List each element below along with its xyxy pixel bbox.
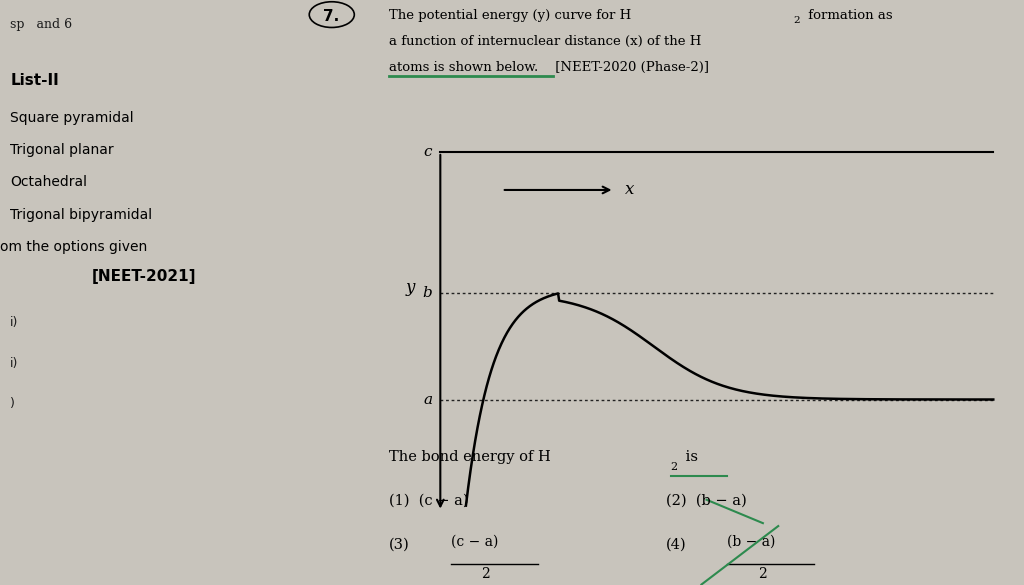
Text: Trigonal planar: Trigonal planar xyxy=(10,143,114,157)
Text: x: x xyxy=(625,181,634,198)
Text: Octahedral: Octahedral xyxy=(10,176,87,190)
Text: i): i) xyxy=(10,356,18,370)
Text: b: b xyxy=(422,287,432,301)
Text: (2)  (b − a): (2) (b − a) xyxy=(666,494,746,508)
Text: sp   and 6: sp and 6 xyxy=(10,18,73,30)
Text: om the options given: om the options given xyxy=(0,240,147,254)
Text: 7.: 7. xyxy=(323,9,339,24)
Text: The bond energy of H: The bond energy of H xyxy=(389,450,551,464)
Text: a function of internuclear distance (x) of the H: a function of internuclear distance (x) … xyxy=(389,35,701,48)
Text: The potential energy (y) curve for H: The potential energy (y) curve for H xyxy=(389,9,632,22)
Text: List-II: List-II xyxy=(10,73,59,88)
Text: atoms is shown below.    [NEET-2020 (Phase-2)]: atoms is shown below. [NEET-2020 (Phase-… xyxy=(389,61,709,74)
Text: (3): (3) xyxy=(389,538,410,552)
Text: ): ) xyxy=(10,397,15,411)
Text: Square pyramidal: Square pyramidal xyxy=(10,111,134,125)
Text: (c − a): (c − a) xyxy=(451,535,498,549)
Text: 2: 2 xyxy=(758,567,767,581)
Text: 2: 2 xyxy=(671,462,678,472)
Text: a: a xyxy=(423,393,432,407)
Text: 2: 2 xyxy=(481,567,490,581)
Text: [NEET-2021]: [NEET-2021] xyxy=(92,269,197,284)
Text: (1)  (c − a): (1) (c − a) xyxy=(389,494,469,508)
Text: c: c xyxy=(424,145,432,159)
Text: 2: 2 xyxy=(794,16,800,25)
Text: formation as: formation as xyxy=(804,9,893,22)
Text: (4): (4) xyxy=(666,538,686,552)
Text: y: y xyxy=(406,279,415,296)
Text: Trigonal bipyramidal: Trigonal bipyramidal xyxy=(10,208,153,222)
Text: is: is xyxy=(681,450,698,464)
Text: i): i) xyxy=(10,316,18,329)
Text: (b − a): (b − a) xyxy=(727,535,775,549)
